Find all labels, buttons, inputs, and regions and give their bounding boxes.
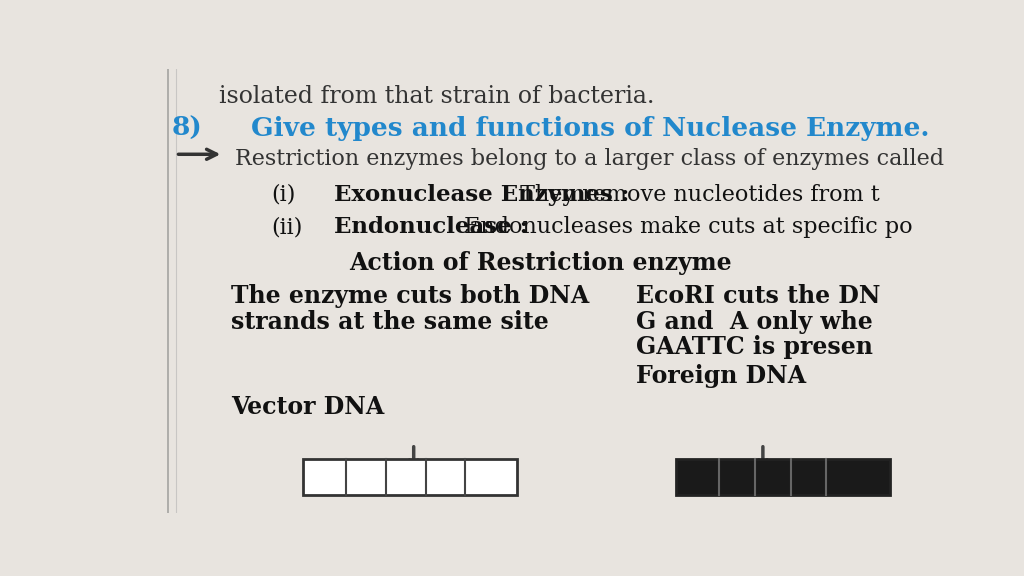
Text: Foreign DNA: Foreign DNA	[636, 364, 806, 388]
Text: (i): (i)	[270, 184, 295, 206]
Bar	[676, 460, 890, 495]
Text: Vector DNA: Vector DNA	[231, 395, 384, 419]
Bar	[303, 460, 517, 495]
Text: Restriction enzymes belong to a larger class of enzymes called: Restriction enzymes belong to a larger c…	[236, 148, 944, 170]
Text: They remove nucleotides from t: They remove nucleotides from t	[513, 184, 880, 206]
Text: The enzyme cuts both DNA: The enzyme cuts both DNA	[231, 284, 590, 308]
Text: Exonuclease Enzymes :: Exonuclease Enzymes :	[334, 184, 630, 206]
Text: GAATTC is presen: GAATTC is presen	[636, 335, 872, 359]
Text: (ii): (ii)	[270, 217, 302, 238]
Text: Action of Restriction enzyme: Action of Restriction enzyme	[349, 251, 732, 275]
Text: Endonuclease :: Endonuclease :	[334, 217, 528, 238]
Text: 8): 8)	[172, 116, 203, 141]
Text: G and  A only whe: G and A only whe	[636, 309, 872, 334]
Text: Endonucleases make cuts at specific po: Endonucleases make cuts at specific po	[458, 217, 913, 238]
Text: strands at the same site: strands at the same site	[231, 309, 549, 334]
Text: EcoRI cuts the DN: EcoRI cuts the DN	[636, 284, 881, 308]
Text: Give types and functions of Nuclease Enzyme.: Give types and functions of Nuclease Enz…	[251, 116, 930, 141]
Text: isolated from that strain of bacteria.: isolated from that strain of bacteria.	[219, 85, 654, 108]
